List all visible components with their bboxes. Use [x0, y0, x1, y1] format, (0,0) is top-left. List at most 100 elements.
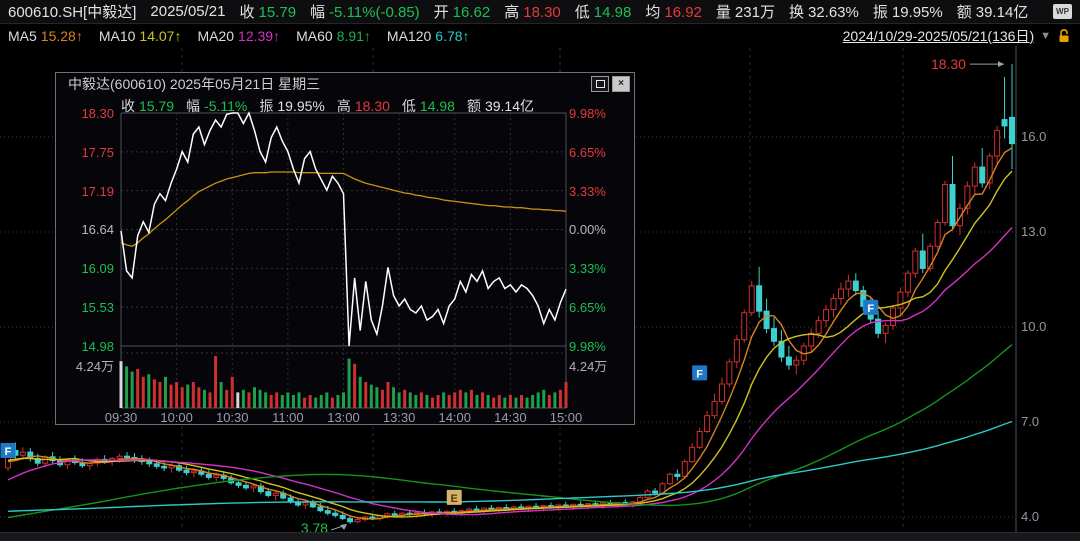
quote-field-8: 振 19.95%	[873, 1, 943, 22]
popup-right-axis-label: 3.33%	[569, 183, 606, 199]
kline-ytick: 7.0	[1021, 414, 1040, 429]
intraday-chart[interactable]	[56, 73, 634, 424]
bottom-strip	[0, 532, 1080, 541]
intraday-popup-window: 中毅达(600610) 2025年05月21日 星期三 × 收 15.79 幅 -5.…	[55, 72, 635, 425]
quote-field-9: 额 39.14亿	[957, 1, 1029, 22]
ma-item-label: MA10	[98, 27, 136, 44]
date-range-selector[interactable]: 2024/10/29-2025/05/21(136日)	[842, 27, 1035, 44]
popup-left-axis-label: 16.09	[81, 261, 114, 277]
close-button[interactable]: ×	[612, 76, 630, 92]
popup-stat-value: 18.30	[354, 98, 390, 114]
top-info-bar: 600610.SH[中毅达] 2025/05/21 收 15.79 幅 -5.11%(…	[0, 0, 1080, 24]
kline-ytick: 10.0	[1021, 319, 1047, 334]
popup-title: 中毅达(600610) 2025年05月21日 星期三	[68, 76, 321, 92]
popup-right-axis-label: 6.65%	[569, 300, 606, 316]
ma120-line	[7, 420, 1013, 512]
svg-text:E: E	[451, 493, 458, 505]
popup-left-axis-label: 18.30	[81, 106, 114, 121]
date-range-box: 2024/10/29-2025/05/21(136日) ▼	[843, 26, 1072, 46]
ma-item-value: 8.91↑	[336, 27, 371, 44]
popup-title-bar[interactable]: 中毅达(600610) 2025年05月21日 星期三	[56, 73, 634, 95]
ma-item-label: MA5	[8, 27, 37, 44]
quote-field-label: 幅	[310, 4, 326, 21]
popup-stat-4: 低 14.98	[402, 96, 455, 116]
popup-left-axis-label: 15.53	[81, 300, 114, 316]
popup-volume-axis-label: 4.24万	[75, 359, 114, 374]
arrow-up-icon	[340, 523, 348, 530]
notes-icon[interactable]: WP	[1053, 4, 1072, 19]
popup-stat-label: 高	[336, 98, 351, 114]
popup-stat-label: 振	[259, 98, 274, 114]
maximize-icon	[595, 80, 605, 88]
quote-field-6: 量 231万	[716, 1, 775, 22]
quote-field-label: 开	[433, 4, 449, 21]
quote-field-value: 39.14亿	[975, 4, 1029, 21]
ma-item-value: 14.07↑	[139, 27, 182, 44]
ma-item-4: MA120 6.78↑	[387, 28, 470, 44]
ma-item-label: MA120	[386, 27, 432, 44]
quote-field-value: -5.11%(-0.85)	[329, 4, 420, 21]
dividend-marker-F[interactable]: F	[692, 365, 708, 381]
avg-price-line	[120, 171, 567, 247]
dividend-marker-F[interactable]: F	[863, 299, 879, 315]
quote-field-1: 幅 -5.11%(-0.85)	[310, 1, 420, 22]
quote-field-3: 高 18.30	[504, 1, 561, 22]
chevron-down-icon[interactable]: ▼	[1040, 29, 1051, 42]
arrow-right-icon	[997, 61, 1004, 68]
quote-field-value: 231万	[734, 4, 775, 21]
ma5-line	[7, 147, 1013, 520]
popup-time-label: 14:30	[494, 410, 527, 425]
low-price-annotation: 3.78	[301, 520, 328, 536]
quote-field-value: 32.63%	[807, 4, 859, 21]
popup-window-buttons: ×	[591, 76, 630, 92]
popup-right-axis-label: 0.00%	[569, 222, 606, 238]
popup-time-label: 13:30	[382, 410, 416, 425]
dividend-marker-F[interactable]: F	[0, 442, 16, 458]
popup-quote-stats: 收 15.79 幅 -5.11% 振 19.95% 高 18.30 低 14.98 额 39.14亿	[121, 96, 534, 116]
popup-stat-value: 19.95%	[277, 98, 325, 114]
ma-indicator-bar: MA5 15.28↑ MA10 14.07↑ MA20 12.39↑ MA60 8.91↑ MA…	[0, 25, 1080, 46]
popup-stat-value: 15.79	[139, 98, 175, 114]
popup-stat-5: 额 39.14亿	[467, 96, 534, 116]
popup-left-axis-label: 17.75	[81, 144, 114, 160]
kline-ytick: 4.0	[1021, 509, 1040, 524]
quote-field-value: 14.98	[593, 4, 632, 21]
high-price-annotation: 18.30	[931, 56, 966, 72]
unlock-icon[interactable]	[1057, 28, 1072, 43]
svg-text:F: F	[5, 446, 12, 458]
event-marker-E[interactable]: E	[446, 489, 462, 505]
popup-stat-1: 幅 -5.11%	[186, 96, 247, 116]
popup-time-label: 10:30	[215, 410, 249, 425]
popup-time-label: 11:00	[272, 410, 304, 425]
popup-left-axis-label: 17.19	[81, 183, 114, 199]
popup-right-axis-label: 6.65%	[569, 144, 606, 160]
ma-item-0: MA5 15.28↑	[8, 28, 83, 44]
close-icon: ×	[618, 78, 624, 89]
popup-time-label: 15:00	[549, 410, 583, 425]
stock-symbol[interactable]: 600610.SH[中毅达]	[8, 4, 137, 21]
popup-time-label: 09:30	[104, 410, 138, 425]
kline-ytick: 13.0	[1021, 224, 1047, 239]
popup-time-label: 10:00	[160, 410, 193, 425]
quote-field-7: 换 32.63%	[789, 1, 859, 22]
popup-stat-3: 高 18.30	[337, 96, 390, 116]
popup-stat-value: -5.11%	[204, 98, 248, 114]
popup-volume-axis-label: 4.24万	[569, 359, 608, 374]
ma-item-value: 12.39↑	[238, 27, 281, 44]
popup-stat-value: 14.98	[419, 98, 455, 114]
maximize-button[interactable]	[591, 76, 609, 92]
quote-field-value: 16.92	[664, 4, 702, 21]
quote-field-label: 量	[715, 4, 731, 21]
popup-right-axis-label: 9.98%	[569, 106, 606, 121]
quote-field-2: 开 16.62	[434, 1, 491, 22]
quote-field-label: 高	[504, 4, 520, 21]
popup-right-axis-label: 3.33%	[569, 261, 606, 277]
ma-item-label: MA20	[197, 27, 235, 44]
quote-field-label: 收	[239, 4, 255, 21]
popup-stat-label: 额	[466, 98, 481, 114]
ma-item-label: MA60	[296, 27, 333, 44]
popup-stat-label: 收	[121, 98, 135, 114]
popup-stat-label: 幅	[186, 98, 201, 114]
